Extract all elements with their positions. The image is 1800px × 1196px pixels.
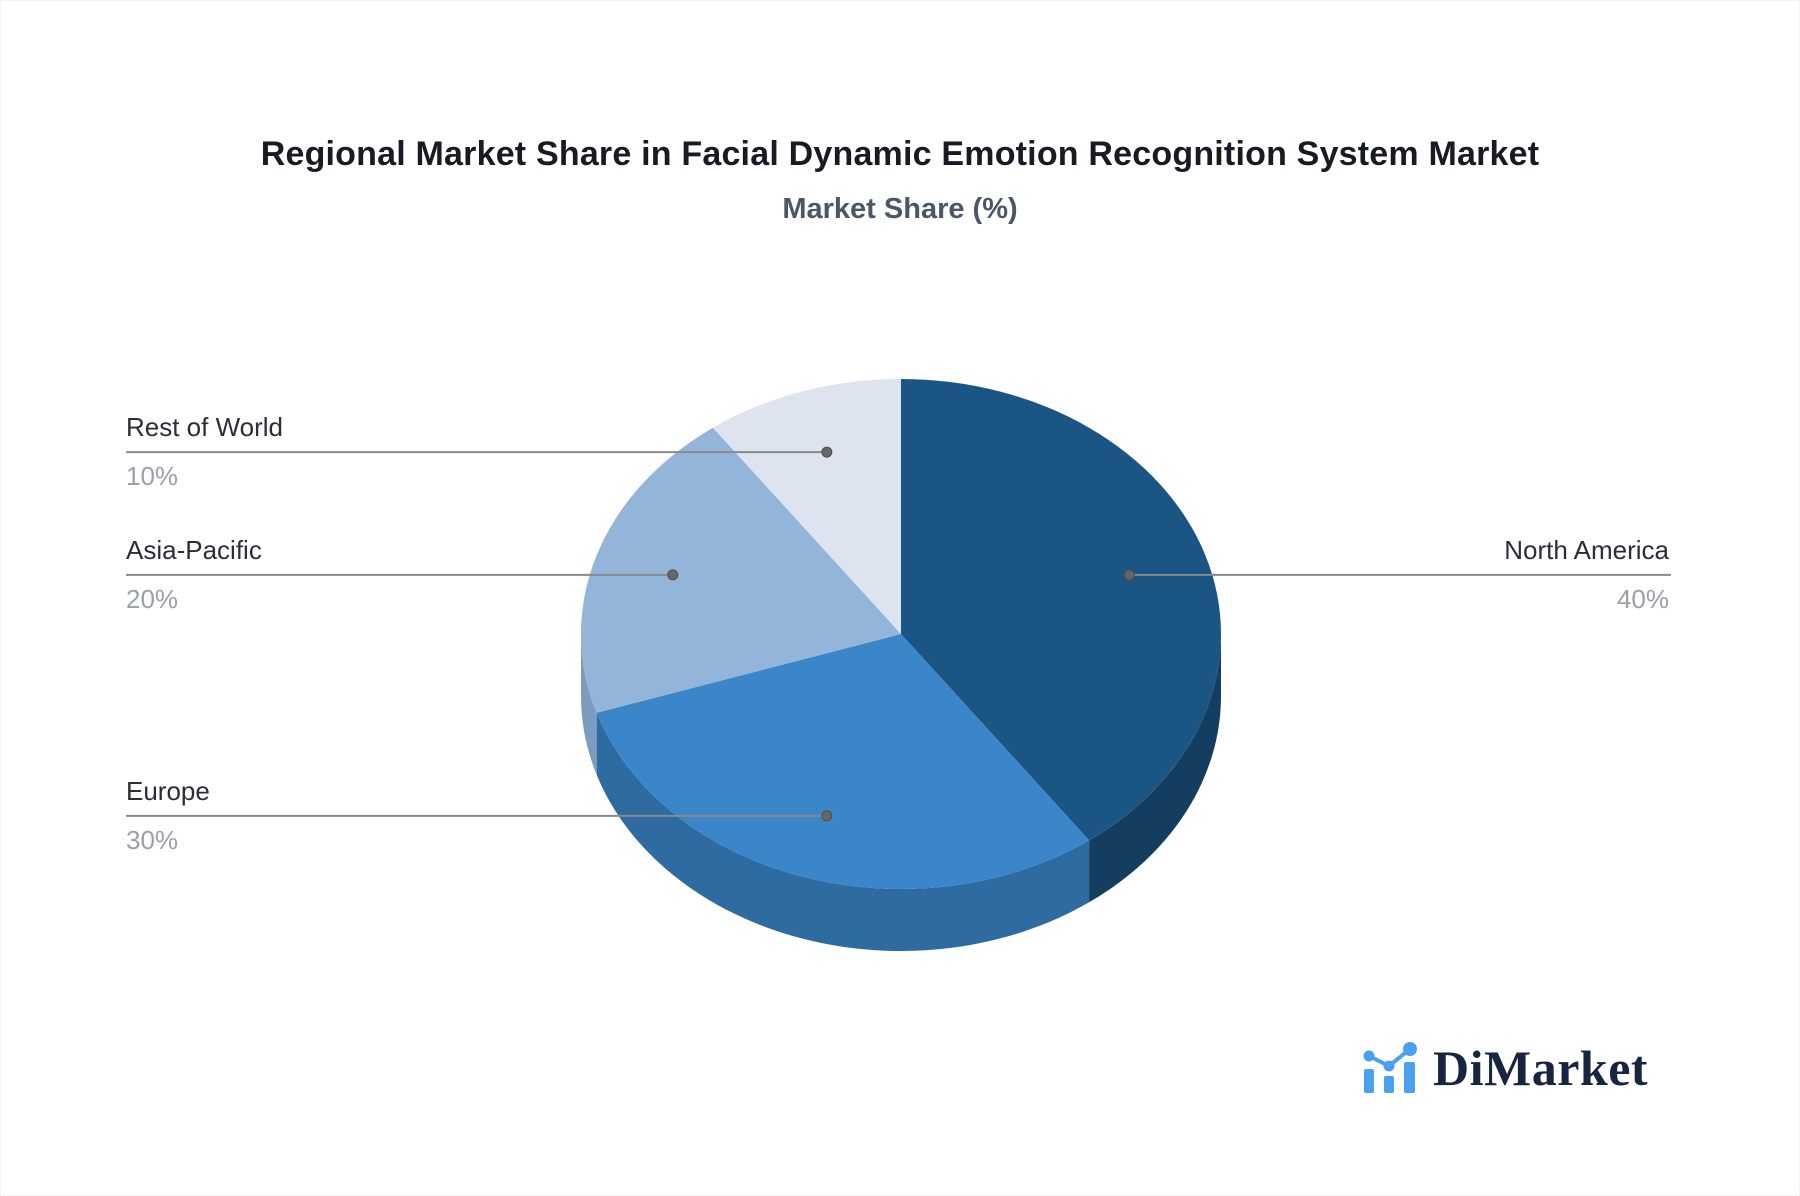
pie-slice-europe[interactable] [596,634,1090,890]
leader-dot-asia-pacific [667,569,679,581]
slice-pct-north-america: 40% [1616,583,1669,614]
pie-slice-side-asia-pacific [581,634,597,775]
slice-label-north-america: North America [1504,534,1669,565]
chart-subtitle: Market Share (%) [782,193,1018,225]
leader-dot-rest-of-world [821,446,833,458]
brand-logo: DiMarket [1359,1041,1648,1093]
chart-title: Regional Market Share in Facial Dynamic … [260,135,1540,173]
slice-pct-europe: 30% [126,824,179,855]
slice-pct-asia-pacific: 20% [126,583,179,614]
pie-slice-asia-pacific[interactable] [581,427,901,713]
slice-label-asia-pacific: Asia-Pacific [126,534,262,565]
pie-slice-north-america[interactable] [901,379,1222,841]
brand-name: DiMarket [1433,1040,1649,1096]
leader-lines [126,446,1671,822]
bar-line-chart-icon [1363,1042,1417,1093]
slice-label-rest-of-world: Rest of World [126,412,284,443]
leader-dot-europe [821,810,833,822]
leader-dot-north-america [1123,569,1135,581]
pie-slice-side-north-america [1089,634,1221,903]
slice-pct-rest-of-world: 10% [126,461,179,492]
pie-slice-side-europe [596,712,1090,952]
slice-label-europe: Europe [126,775,210,806]
pie-slice-tops [581,379,1222,890]
pie-slice-sides [581,634,1221,952]
pie-slice-rest-of-world[interactable] [712,379,901,634]
